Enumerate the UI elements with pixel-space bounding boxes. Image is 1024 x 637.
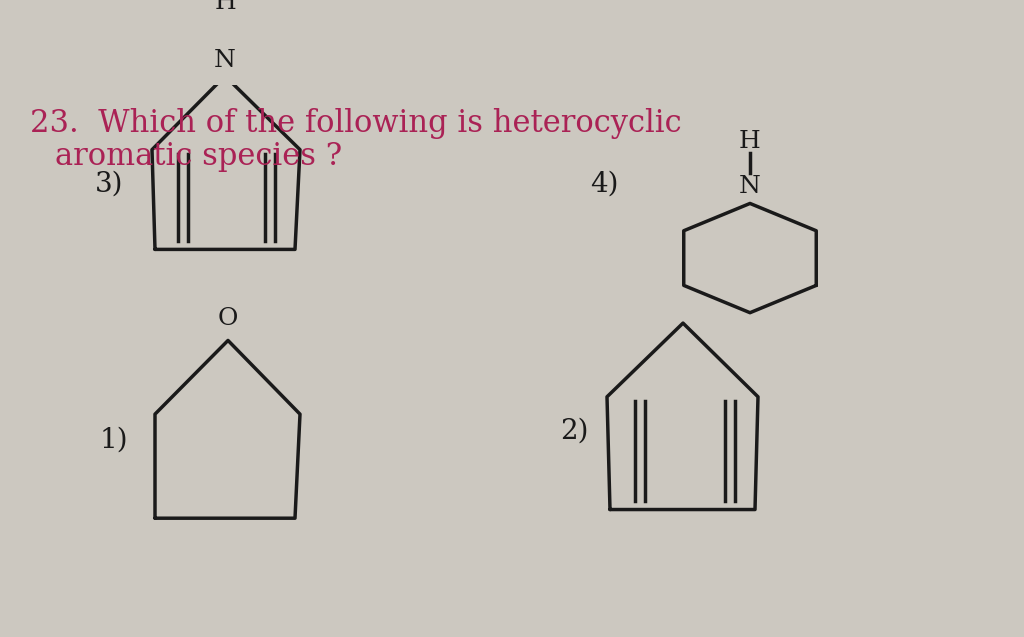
Text: N: N xyxy=(214,49,236,72)
Text: 4): 4) xyxy=(590,171,618,198)
Text: 23.  Which of the following is heterocyclic: 23. Which of the following is heterocycl… xyxy=(30,108,682,139)
Text: H: H xyxy=(739,129,761,152)
Text: 3): 3) xyxy=(95,171,124,198)
Text: aromatic species ?: aromatic species ? xyxy=(55,141,342,172)
Text: N: N xyxy=(739,175,761,197)
Text: 1): 1) xyxy=(100,427,129,454)
Text: O: O xyxy=(218,307,239,330)
Text: H: H xyxy=(214,0,236,14)
Text: 2): 2) xyxy=(560,418,589,445)
